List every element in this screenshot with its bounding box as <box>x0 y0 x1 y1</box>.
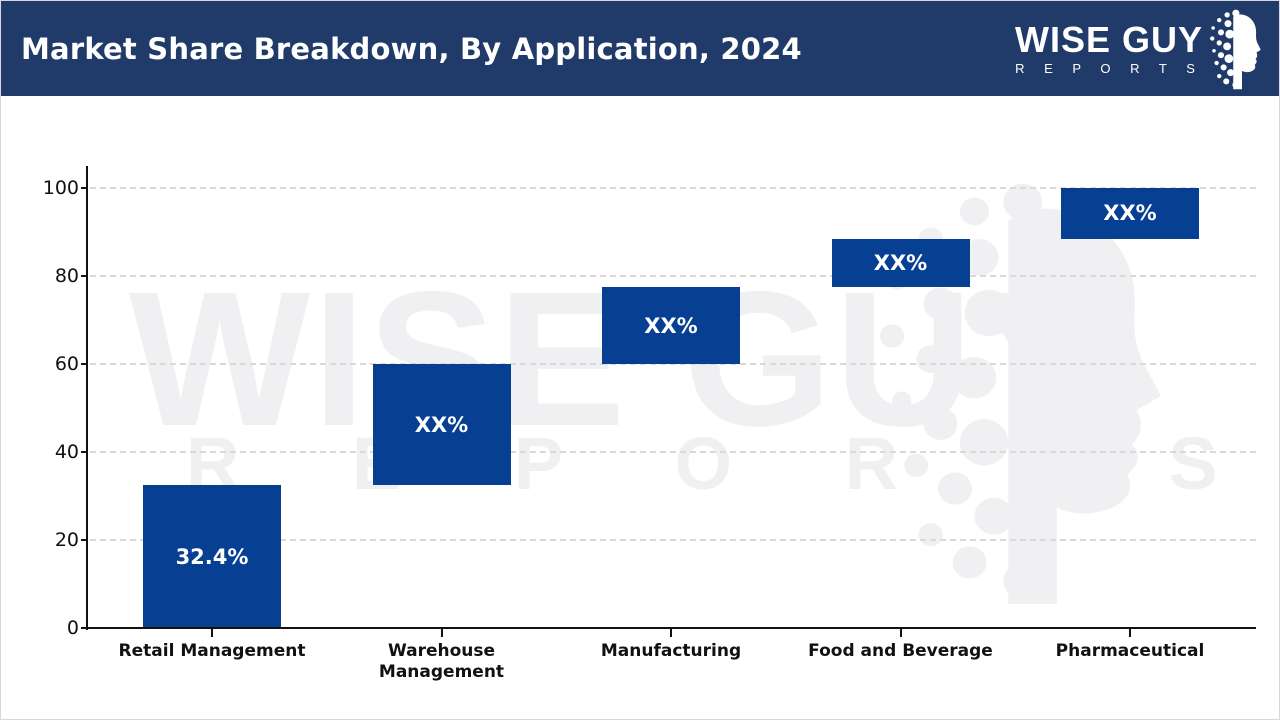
bar-retail-management: 32.4% <box>143 485 281 628</box>
gridline-20 <box>90 539 1256 541</box>
chart-title: Market Share Breakdown, By Application, … <box>21 31 802 66</box>
bar-pharmaceutical: XX% <box>1061 188 1199 239</box>
x-tick-pharmaceutical <box>1129 628 1131 637</box>
y-tick-60 <box>81 363 88 365</box>
bar-value-pharmaceutical: XX% <box>1103 201 1157 226</box>
logo-wordmark: WISE GUY <box>1014 18 1203 60</box>
bar-value-warehouse-management: XX% <box>414 412 469 437</box>
y-tick-100 <box>81 187 88 189</box>
logo-text: WISE GUY R E P O R T S <box>1014 18 1203 76</box>
bar-value-manufacturing: XX% <box>644 313 698 338</box>
x-label-pharmaceutical: Pharmaceutical <box>1055 641 1205 661</box>
y-tick-0 <box>81 627 88 629</box>
y-tick-label-80: 80 <box>54 265 79 287</box>
x-label-retail-management: Retail Management <box>118 641 306 661</box>
y-tick-label-40: 40 <box>54 441 79 463</box>
header-bar: Market Share Breakdown, By Application, … <box>1 1 1279 96</box>
gridline-80 <box>90 275 1256 277</box>
x-tick-warehouse-management <box>440 628 443 637</box>
x-tick-manufacturing <box>670 628 672 637</box>
bar-value-retail-management: 32.4% <box>175 544 249 569</box>
y-tick-40 <box>81 451 88 453</box>
y-tick-label-100: 100 <box>42 177 79 199</box>
gridline-100 <box>90 187 1256 189</box>
y-tick-label-60: 60 <box>54 353 79 375</box>
bar-food-and-beverage: XX% <box>831 238 970 287</box>
x-label-manufacturing: Manufacturing <box>600 641 742 661</box>
bar-warehouse-management: XX% <box>372 364 511 486</box>
y-tick-label-0: 0 <box>66 617 79 639</box>
x-tick-retail-management <box>211 628 213 637</box>
bar-value-food-and-beverage: XX% <box>873 250 928 275</box>
bar-manufacturing: XX% <box>602 287 740 364</box>
gridline-40 <box>90 451 1256 453</box>
logo: WISE GUY R E P O R T S <box>1015 8 1263 90</box>
y-axis-spine <box>86 166 88 630</box>
y-tick-80 <box>81 275 88 277</box>
x-tick-food-and-beverage <box>899 628 902 637</box>
y-tick-label-20: 20 <box>54 529 79 551</box>
x-label-warehouse-management: Warehouse Management <box>378 641 505 683</box>
y-tick-20 <box>81 539 88 541</box>
logo-subtitle: R E P O R T S <box>1015 60 1203 76</box>
x-label-food-and-beverage: Food and Beverage <box>808 641 993 661</box>
logo-head-icon <box>1210 9 1261 89</box>
x-axis-spine <box>86 627 1256 629</box>
gridline-60 <box>90 363 1256 365</box>
